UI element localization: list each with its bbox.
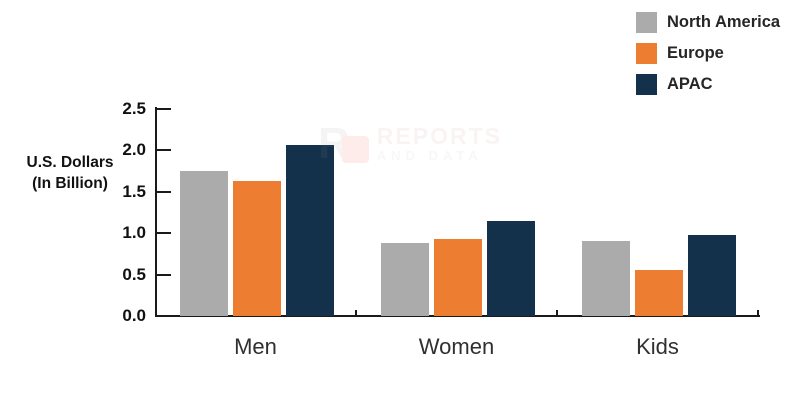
bar-men-apac xyxy=(286,145,334,316)
legend-item-north-america: North America xyxy=(636,12,780,33)
legend: North America Europe APAC xyxy=(636,12,780,105)
y-tick-label: 1.0 xyxy=(122,223,146,242)
bar-women-north-america xyxy=(381,243,429,316)
y-tick-label: 2.0 xyxy=(122,140,146,159)
watermark: R REPORTS AND DATA xyxy=(318,122,502,166)
watermark-line1: REPORTS xyxy=(376,123,502,149)
legend-swatch-icon-europe xyxy=(636,43,657,64)
legend-swatch-icon-apac xyxy=(636,74,657,95)
bar-kids-europe xyxy=(635,270,683,316)
legend-swatch-icon-north-america xyxy=(636,12,657,33)
y-axis-title-line2: (In Billion) xyxy=(32,175,108,192)
y-tick-label: 0.0 xyxy=(122,306,146,325)
y-tick xyxy=(157,190,171,193)
y-tick xyxy=(157,107,171,110)
y-tick xyxy=(157,232,171,234)
bar-men-europe xyxy=(233,181,281,316)
legend-label-europe: Europe xyxy=(667,44,724,62)
watermark-logo-square-icon xyxy=(341,135,369,163)
legend-label-apac: APAC xyxy=(667,75,713,93)
x-tick xyxy=(355,310,357,315)
watermark-text: REPORTS AND DATA xyxy=(377,124,502,164)
bar-men-north-america xyxy=(180,171,228,316)
bar-women-europe xyxy=(434,239,482,316)
bar-women-apac xyxy=(487,221,535,316)
y-tick-label: 2.5 xyxy=(122,98,146,118)
bar-kids-apac xyxy=(688,235,736,316)
y-tick xyxy=(157,149,171,151)
y-tick-label: 0.5 xyxy=(122,264,146,284)
x-category-label-kids: Kids xyxy=(636,334,679,359)
bar-kids-north-america xyxy=(582,241,630,316)
x-tick xyxy=(556,310,558,315)
legend-item-europe: Europe xyxy=(636,43,780,64)
y-tick xyxy=(157,273,171,276)
x-category-label-women: Women xyxy=(418,334,495,359)
y-axis-title-line1: U.S. Dollars xyxy=(26,154,114,171)
legend-item-apac: APAC xyxy=(636,74,780,95)
legend-label-north-america: North America xyxy=(667,13,781,31)
x-axis-line xyxy=(155,315,760,317)
y-axis-line xyxy=(155,107,157,317)
x-tick xyxy=(757,310,759,315)
watermark-line2: AND DATA xyxy=(376,148,483,163)
x-category-label-men: Men xyxy=(234,334,277,359)
y-axis-title: U.S. Dollars (In Billion) xyxy=(8,152,132,194)
y-tick-label: 1.5 xyxy=(122,181,146,201)
